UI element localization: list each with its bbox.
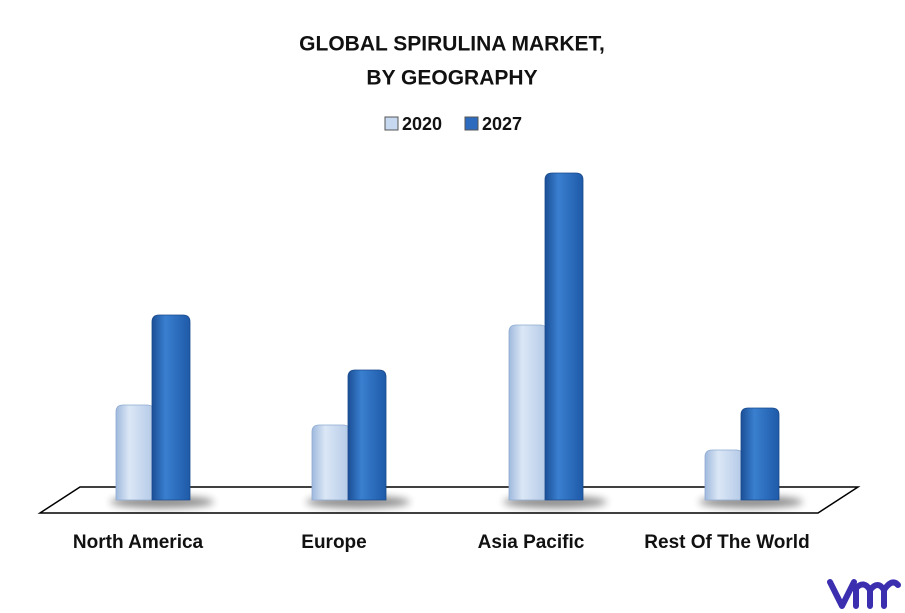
- x-tick-label: Rest Of The World: [644, 532, 809, 553]
- logo: [827, 579, 901, 609]
- bar: [311, 424, 351, 501]
- bar: [347, 369, 387, 501]
- legend-label: 2027: [482, 114, 522, 134]
- plot: [110, 172, 803, 508]
- legend-swatch: [384, 116, 399, 131]
- x-tick-label: Asia Pacific: [478, 532, 585, 553]
- bar: [704, 449, 744, 501]
- bar: [740, 407, 780, 501]
- chart-title: GLOBAL SPIRULINA MARKET,: [299, 33, 605, 56]
- bar: [508, 324, 548, 501]
- bar: [115, 404, 155, 501]
- legend-label: 2020: [402, 114, 442, 134]
- legend-swatch: [464, 116, 479, 131]
- x-tick-label: Europe: [301, 532, 366, 553]
- floor: [37, 486, 861, 514]
- bar: [544, 172, 584, 501]
- bar: [151, 314, 191, 501]
- x-tick-label: North America: [73, 532, 204, 553]
- chart-title: BY GEOGRAPHY: [366, 67, 537, 90]
